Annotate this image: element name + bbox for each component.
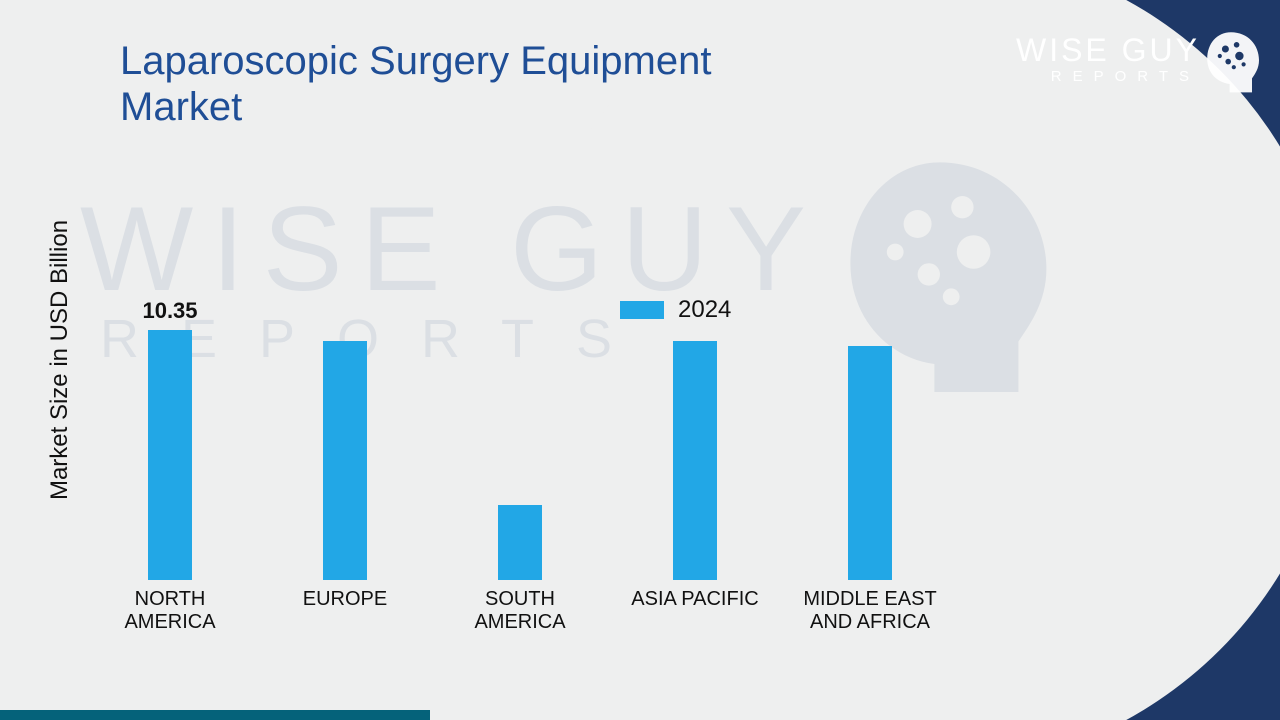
bar bbox=[848, 346, 892, 580]
legend: 2024 bbox=[620, 296, 731, 324]
chart-plot-area: 10.35NORTH AMERICAEUROPESOUTH AMERICAASI… bbox=[120, 330, 940, 580]
brand-side-panel bbox=[1060, 0, 1280, 720]
legend-label: 2024 bbox=[678, 296, 731, 324]
bar-group: SOUTH AMERICA bbox=[465, 330, 575, 580]
brand-head-icon bbox=[1196, 28, 1266, 98]
bar-group: MIDDLE EAST AND AFRICA bbox=[815, 330, 925, 580]
bar-value-label: 10.35 bbox=[142, 298, 197, 324]
category-label: NORTH AMERICA bbox=[100, 588, 240, 634]
bar bbox=[323, 341, 367, 580]
bar bbox=[498, 505, 542, 580]
bar-group: EUROPE bbox=[290, 330, 400, 580]
category-label: ASIA PACIFIC bbox=[625, 588, 765, 611]
y-axis-label: Market Size in USD Billion bbox=[46, 220, 74, 500]
bar bbox=[148, 330, 192, 580]
category-label: MIDDLE EAST AND AFRICA bbox=[800, 588, 940, 634]
category-label: SOUTH AMERICA bbox=[450, 588, 590, 634]
bar-group: 10.35NORTH AMERICA bbox=[115, 330, 225, 580]
bottom-accent-bar bbox=[0, 710, 430, 720]
chart-title: Laparoscopic Surgery Equipment Market bbox=[120, 38, 820, 130]
category-label: EUROPE bbox=[275, 588, 415, 611]
bar-group: ASIA PACIFIC bbox=[640, 330, 750, 580]
legend-swatch bbox=[620, 301, 664, 319]
chart-canvas: WISE GUY REPORTS Laparoscopic Surgery Eq… bbox=[0, 0, 1280, 720]
brand-logo: WISE GUY REPORTS bbox=[1012, 34, 1262, 85]
bar bbox=[673, 341, 717, 580]
